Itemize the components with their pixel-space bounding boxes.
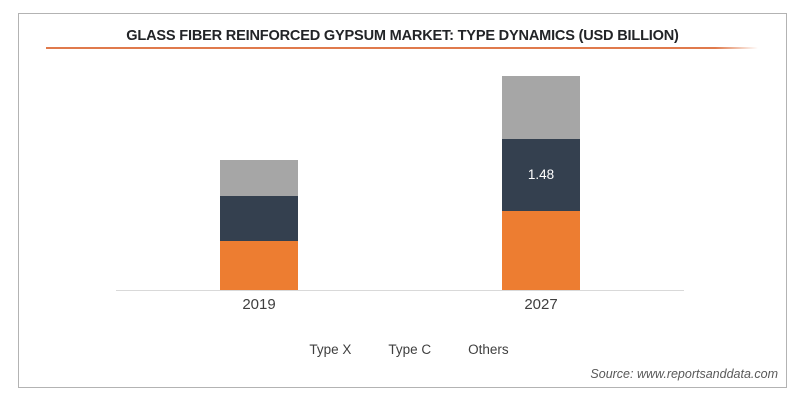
x-axis-label-2027: 2027 xyxy=(524,296,558,313)
data-label: 1.48 xyxy=(527,167,555,183)
bar-segment-2027-others xyxy=(502,75,580,139)
x-axis-label-2019: 2019 xyxy=(242,296,276,313)
chart-frame: GLASS FIBER REINFORCED GYPSUM MARKET: TY… xyxy=(18,13,787,388)
bar-segment-2019-type-x xyxy=(220,241,298,290)
bar-segment-2019-others xyxy=(220,160,298,197)
legend-item-type-x: Type X xyxy=(296,342,351,357)
legend-item-others: Others xyxy=(455,342,509,357)
bar-segment-2019-type-c xyxy=(220,196,298,241)
x-axis-line xyxy=(116,289,684,291)
others-swatch-icon xyxy=(455,345,464,354)
bar-segment-2027-type-c: 1.48 xyxy=(502,138,580,212)
plot-area: 1.48 xyxy=(19,14,788,291)
type-c-swatch-icon xyxy=(375,345,384,354)
bar-segment-2027-type-x xyxy=(502,211,580,290)
chart-title: GLASS FIBER REINFORCED GYPSUM MARKET: TY… xyxy=(126,27,679,44)
type-x-swatch-icon xyxy=(296,345,305,354)
title-divider xyxy=(46,47,758,49)
source-credit: Source: www.reportsanddata.com xyxy=(590,367,778,381)
legend-label: Type C xyxy=(388,342,432,357)
legend-label: Others xyxy=(468,342,509,357)
legend-label: Type X xyxy=(309,342,352,357)
legend: Type X Type C Others xyxy=(19,342,786,357)
legend-item-type-c: Type C xyxy=(375,342,431,357)
